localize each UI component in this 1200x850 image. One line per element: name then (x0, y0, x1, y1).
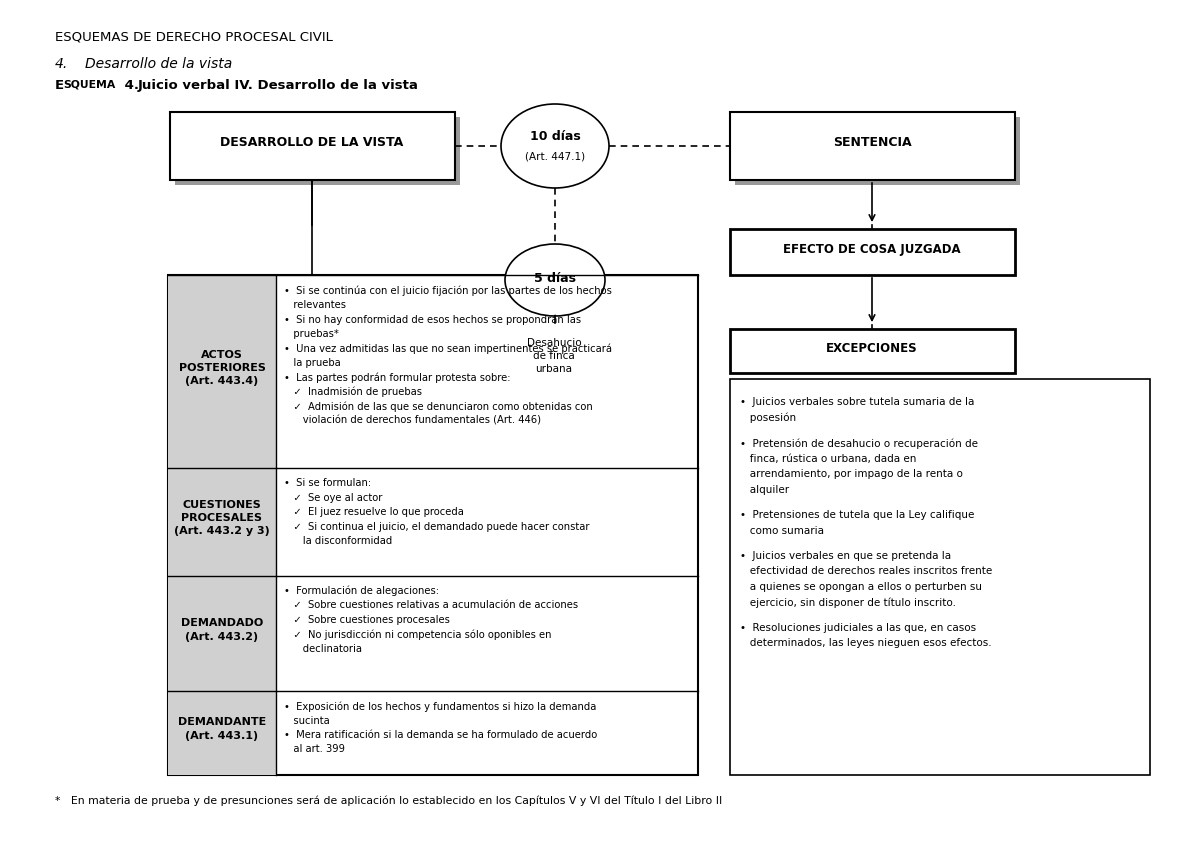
Text: violación de derechos fundamentales (Art. 446): violación de derechos fundamentales (Art… (284, 416, 541, 426)
Text: E: E (55, 79, 64, 92)
FancyBboxPatch shape (510, 323, 598, 405)
Text: a quienes se opongan a ellos o perturben su: a quienes se opongan a ellos o perturben… (740, 582, 982, 592)
FancyBboxPatch shape (170, 112, 455, 180)
Ellipse shape (502, 104, 610, 188)
Text: •  Mera ratificación si la demanda se ha formulado de acuerdo: • Mera ratificación si la demanda se ha … (284, 730, 598, 740)
Text: 5 días: 5 días (534, 271, 576, 285)
Text: ✓  Inadmisión de pruebas: ✓ Inadmisión de pruebas (284, 387, 422, 397)
FancyBboxPatch shape (168, 691, 276, 775)
Text: como sumaria: como sumaria (740, 525, 824, 536)
Ellipse shape (505, 244, 605, 316)
Text: Desahucio
de finca
urbana: Desahucio de finca urbana (527, 337, 581, 374)
Text: DESARROLLO DE LA VISTA: DESARROLLO DE LA VISTA (221, 135, 403, 149)
Text: SENTENCIA: SENTENCIA (833, 135, 911, 149)
FancyBboxPatch shape (730, 112, 1015, 180)
Text: la disconformidad: la disconformidad (284, 536, 392, 546)
Text: relevantes: relevantes (284, 299, 346, 309)
Text: ESQUEMAS DE DERECHO PROCESAL CIVIL: ESQUEMAS DE DERECHO PROCESAL CIVIL (55, 30, 332, 43)
Text: •  Si se formulan:: • Si se formulan: (284, 478, 371, 488)
Text: ejercicio, sin disponer de título inscrito.: ejercicio, sin disponer de título inscri… (740, 598, 956, 608)
Text: ✓  Sobre cuestiones procesales: ✓ Sobre cuestiones procesales (284, 615, 450, 625)
Text: SQUEMA: SQUEMA (64, 79, 115, 89)
Text: ✓  El juez resuelve lo que proceda: ✓ El juez resuelve lo que proceda (284, 507, 464, 517)
FancyBboxPatch shape (734, 117, 1020, 185)
Text: •  Resoluciones judiciales a las que, en casos: • Resoluciones judiciales a las que, en … (740, 623, 976, 633)
Text: •  Pretensión de desahucio o recuperación de: • Pretensión de desahucio o recuperación… (740, 438, 978, 449)
Text: •  Pretensiones de tutela que la Ley califique: • Pretensiones de tutela que la Ley cali… (740, 510, 974, 520)
Text: pruebas*: pruebas* (284, 328, 338, 338)
Text: •  Juicios verbales en que se pretenda la: • Juicios verbales en que se pretenda la (740, 551, 952, 561)
Text: EFECTO DE COSA JUZGADA: EFECTO DE COSA JUZGADA (784, 242, 961, 256)
Text: •  Una vez admitidas las que no sean impertinentes se practicará: • Una vez admitidas las que no sean impe… (284, 343, 612, 354)
Text: sucinta: sucinta (284, 716, 330, 726)
Text: finca, rústica o urbana, dada en: finca, rústica o urbana, dada en (740, 454, 917, 463)
FancyBboxPatch shape (175, 117, 460, 185)
Text: •  Si se continúa con el juicio fijación por las partes de los hechos: • Si se continúa con el juicio fijación … (284, 285, 612, 296)
FancyBboxPatch shape (730, 379, 1150, 775)
FancyBboxPatch shape (168, 275, 276, 468)
FancyBboxPatch shape (730, 329, 1015, 373)
Text: EXCEPCIONES: EXCEPCIONES (826, 342, 918, 354)
Text: DEMANDADO
(Art. 443.2): DEMANDADO (Art. 443.2) (181, 619, 263, 642)
Text: declinatoria: declinatoria (284, 644, 362, 654)
Text: 4.: 4. (55, 57, 68, 71)
Text: •  Formulación de alegaciones:: • Formulación de alegaciones: (284, 586, 439, 597)
Text: *   En materia de prueba y de presunciones será de aplicación lo establecido en : * En materia de prueba y de presunciones… (55, 795, 722, 806)
FancyBboxPatch shape (168, 468, 276, 576)
Text: Juicio verbal IV. Desarrollo de la vista: Juicio verbal IV. Desarrollo de la vista (138, 79, 419, 92)
Text: •  Juicios verbales sobre tutela sumaria de la: • Juicios verbales sobre tutela sumaria … (740, 397, 974, 407)
Text: arrendamiento, por impago de la renta o: arrendamiento, por impago de la renta o (740, 469, 962, 479)
Text: ✓  Admisión de las que se denunciaron como obtenidas con: ✓ Admisión de las que se denunciaron com… (284, 401, 593, 411)
Text: 4.: 4. (120, 79, 144, 92)
Text: ✓  Sobre cuestiones relativas a acumulación de acciones: ✓ Sobre cuestiones relativas a acumulaci… (284, 600, 578, 610)
Text: alquiler: alquiler (740, 484, 790, 495)
Text: 10 días: 10 días (529, 129, 581, 143)
Text: efectividad de derechos reales inscritos frente: efectividad de derechos reales inscritos… (740, 566, 992, 576)
Text: posesión: posesión (740, 412, 796, 423)
FancyBboxPatch shape (168, 275, 698, 775)
Text: DEMANDANTE
(Art. 443.1): DEMANDANTE (Art. 443.1) (178, 717, 266, 740)
Text: la prueba: la prueba (284, 358, 341, 367)
Text: determinados, las leyes nieguen esos efectos.: determinados, las leyes nieguen esos efe… (740, 638, 991, 649)
Text: ✓  No jurisdicción ni competencia sólo oponibles en: ✓ No jurisdicción ni competencia sólo op… (284, 630, 552, 640)
Text: al art. 399: al art. 399 (284, 745, 346, 755)
Text: ✓  Si continua el juicio, el demandado puede hacer constar: ✓ Si continua el juicio, el demandado pu… (284, 522, 589, 531)
Text: CUESTIONES
PROCESALES
(Art. 443.2 y 3): CUESTIONES PROCESALES (Art. 443.2 y 3) (174, 500, 270, 536)
FancyBboxPatch shape (168, 576, 276, 691)
Text: •  Exposición de los hechos y fundamentos si hizo la demanda: • Exposición de los hechos y fundamentos… (284, 701, 596, 711)
Text: ✓  Se oye al actor: ✓ Se oye al actor (284, 492, 383, 502)
Text: •  Si no hay conformidad de esos hechos se propondrán las: • Si no hay conformidad de esos hechos s… (284, 314, 581, 325)
FancyBboxPatch shape (730, 229, 1015, 275)
Text: Desarrollo de la vista: Desarrollo de la vista (85, 57, 233, 71)
Text: •  Las partes podrán formular protesta sobre:: • Las partes podrán formular protesta so… (284, 372, 510, 382)
Text: (Art. 447.1): (Art. 447.1) (524, 151, 586, 161)
Text: ACTOS
POSTERIORES
(Art. 443.4): ACTOS POSTERIORES (Art. 443.4) (179, 350, 265, 386)
